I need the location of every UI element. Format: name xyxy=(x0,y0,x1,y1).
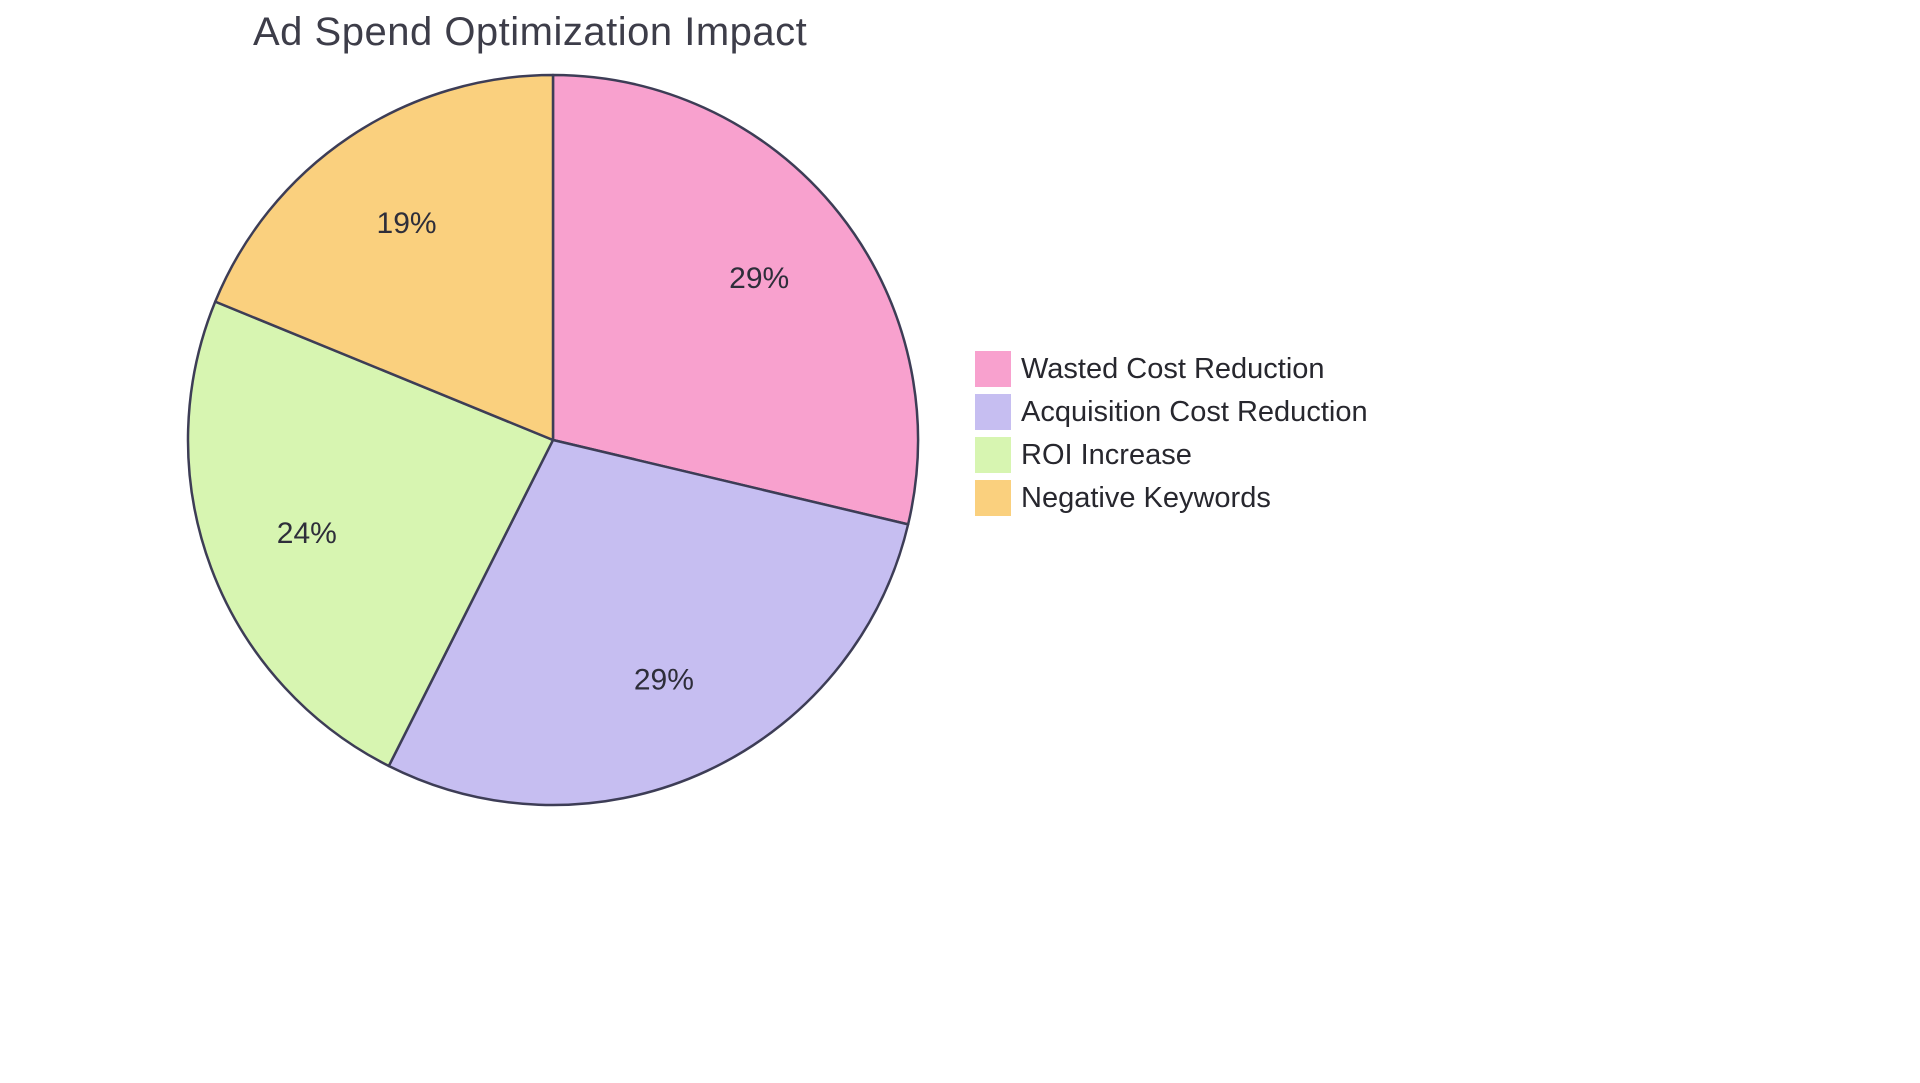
legend-swatch xyxy=(975,437,1011,473)
legend-item-2: ROI Increase xyxy=(975,437,1368,473)
legend-label: ROI Increase xyxy=(1021,438,1192,471)
chart-title: Ad Spend Optimization Impact xyxy=(253,10,808,54)
pie-slice-percentage: 19% xyxy=(377,207,437,240)
pie-slice-0 xyxy=(551,73,920,526)
legend-label: Wasted Cost Reduction xyxy=(1021,352,1325,385)
legend-item-3: Negative Keywords xyxy=(975,480,1368,516)
legend-swatch xyxy=(975,394,1011,430)
legend-swatch xyxy=(975,480,1011,516)
legend-label: Negative Keywords xyxy=(1021,481,1271,514)
pie-slice-percentage: 24% xyxy=(277,517,337,550)
legend-label: Acquisition Cost Reduction xyxy=(1021,395,1368,428)
legend-item-1: Acquisition Cost Reduction xyxy=(975,394,1368,430)
legend-item-0: Wasted Cost Reduction xyxy=(975,351,1368,387)
chart-legend: Wasted Cost Reduction Acquisition Cost Re… xyxy=(975,351,1368,516)
pie-slice-percentage: 29% xyxy=(634,663,694,696)
pie-slice-percentage: 29% xyxy=(729,262,789,295)
legend-swatch xyxy=(975,351,1011,387)
pie-slice-1 xyxy=(387,438,910,807)
pie-slice-3 xyxy=(213,73,555,442)
pie-slice-2 xyxy=(186,300,555,768)
